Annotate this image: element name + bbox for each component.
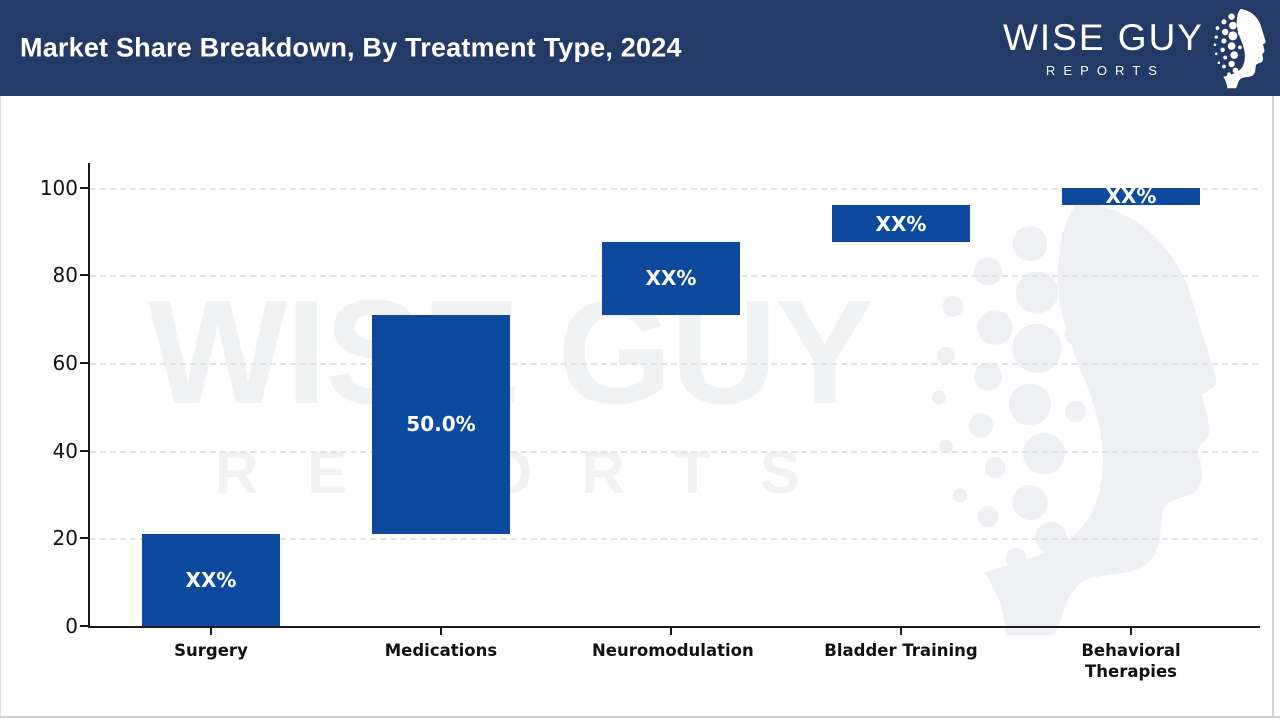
y-tick-mark-80 bbox=[80, 274, 88, 277]
y-tick-mark-60 bbox=[80, 361, 88, 364]
y-tick-mark-100 bbox=[80, 186, 88, 189]
y-tick-label-0: 0 bbox=[65, 614, 78, 638]
brand-wordmark: WISE GUY REPORTS bbox=[1003, 19, 1204, 78]
y-tick-label-80: 80 bbox=[52, 263, 78, 288]
page-title: Market Share Breakdown, By Treatment Typ… bbox=[20, 32, 682, 63]
x-category-label: Neuromodulation bbox=[592, 641, 754, 660]
y-tick-mark-0 bbox=[80, 625, 88, 627]
x-tick-mark-0 bbox=[210, 628, 212, 635]
bar-segment-surgery: XX% bbox=[142, 533, 280, 626]
x-tick-mark-2 bbox=[670, 628, 672, 635]
x-axis-spine bbox=[88, 626, 1260, 628]
brand-name: WISE GUY bbox=[1002, 16, 1204, 58]
y-tick-mark-20 bbox=[80, 537, 88, 540]
gridline-y-100 bbox=[90, 187, 1258, 190]
bar-segment-neuromodulation: XX% bbox=[602, 242, 740, 315]
gridline-y-40 bbox=[90, 450, 1258, 453]
bar-value-label: XX% bbox=[645, 266, 697, 291]
bar-segment-medications: 50.0% bbox=[372, 314, 510, 534]
plot-area: 0 20 40 60 80 100 XX% Surgery 50.0% Medications XX… bbox=[0, 96, 1280, 720]
y-tick-label-60: 60 bbox=[52, 350, 78, 375]
page-border-right bbox=[1272, 96, 1274, 718]
bar-value-label: XX% bbox=[1105, 184, 1157, 209]
x-category-label: Behavioral Therapies bbox=[1081, 641, 1181, 682]
x-tick-mark-4 bbox=[1130, 628, 1132, 635]
gridline-y-60 bbox=[90, 362, 1258, 365]
x-category-label: Surgery bbox=[174, 641, 248, 660]
x-tick-mark-3 bbox=[900, 628, 902, 635]
brand-subtitle: REPORTS bbox=[1045, 62, 1165, 78]
bar-value-label: 50.0% bbox=[406, 412, 476, 437]
bar-segment-bladder-training: XX% bbox=[832, 205, 970, 243]
x-category-label: Medications bbox=[384, 641, 498, 660]
x-category-label: Bladder Training bbox=[824, 641, 978, 660]
x-tick-mark-1 bbox=[440, 628, 442, 635]
wise-guy-head-icon bbox=[1206, 6, 1270, 90]
bar-segment-behavioral-therapies: XX% bbox=[1062, 184, 1200, 208]
bar-value-label: XX% bbox=[875, 211, 927, 236]
y-axis-spine bbox=[88, 163, 90, 628]
page-border-left bbox=[0, 96, 1, 718]
page-border-bottom bbox=[0, 716, 1280, 718]
header-band: Market Share Breakdown, By Treatment Typ… bbox=[0, 0, 1280, 96]
brand-logo: WISE GUY REPORTS bbox=[1003, 4, 1270, 92]
y-tick-label-20: 20 bbox=[52, 526, 78, 551]
y-tick-mark-40 bbox=[80, 449, 88, 452]
gridline-y-20 bbox=[90, 538, 1258, 541]
y-tick-label-100: 100 bbox=[39, 175, 78, 200]
y-tick-label-40: 40 bbox=[52, 438, 78, 463]
bar-value-label: XX% bbox=[185, 567, 237, 592]
